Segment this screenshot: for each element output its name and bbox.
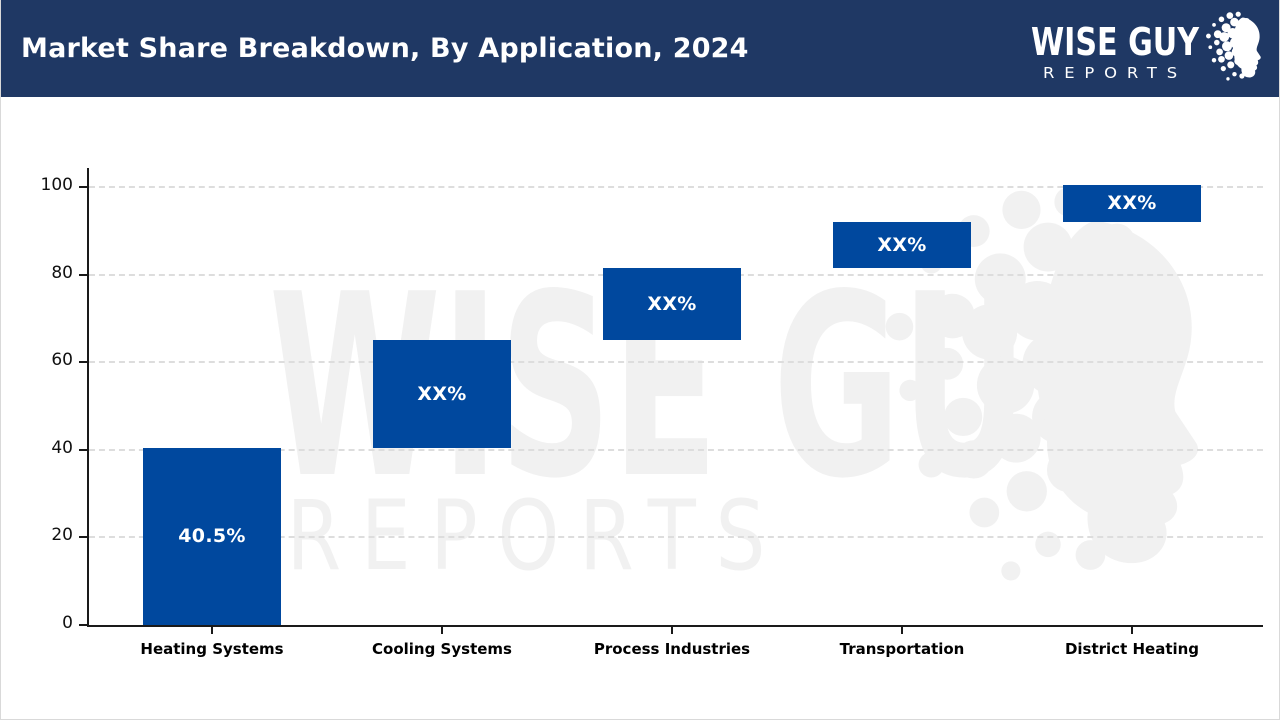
y-tick: [79, 361, 88, 364]
page-title: Market Share Breakdown, By Application, …: [21, 33, 749, 64]
bar-value-label: XX%: [647, 293, 697, 316]
bar-heating-systems: 40.5%: [143, 447, 281, 625]
y-tick: [79, 186, 88, 189]
y-tick: [79, 448, 88, 451]
x-tick: [901, 627, 903, 634]
bar-value-label: 40.5%: [178, 525, 246, 548]
x-tick: [1131, 627, 1133, 634]
plot-area: 0 20 40 60 80 100 40.5% Heating Systems XX% Cooli…: [41, 166, 1263, 658]
x-tick: [211, 627, 213, 634]
bar-value-label: XX%: [417, 382, 467, 405]
bar-process-industries: XX%: [603, 268, 741, 341]
bar-transportation: XX%: [833, 222, 971, 269]
header: Market Share Breakdown, By Application, …: [1, 0, 1279, 97]
y-tick: [79, 536, 88, 539]
y-tick-label: 0: [62, 613, 73, 633]
x-category-label: Process Industries: [593, 640, 751, 658]
bar-cooling-systems: XX%: [373, 340, 511, 448]
y-tick-label: 80: [51, 262, 73, 283]
x-category-label: Cooling Systems: [372, 640, 512, 658]
x-tick: [671, 627, 673, 634]
bar-value-label: XX%: [877, 234, 927, 257]
y-tick-label: 100: [40, 175, 73, 196]
x-category-label: Heating Systems: [140, 640, 284, 658]
y-tick: [79, 273, 88, 276]
gridline: [89, 448, 1263, 451]
y-axis-line: [87, 168, 89, 627]
bar-district-heating: XX%: [1063, 184, 1201, 223]
x-tick: [441, 627, 443, 634]
bar-value-label: XX%: [1107, 192, 1157, 215]
x-category-label: Transportation: [839, 640, 965, 658]
x-category-label: District Heating: [1064, 640, 1200, 658]
y-tick-label: 60: [51, 350, 73, 371]
gridline: [89, 536, 1263, 539]
logo-face-icon: [1206, 11, 1261, 80]
x-axis-line: [87, 625, 1263, 627]
y-tick-label: 40: [51, 437, 73, 458]
y-tick-label: 20: [51, 525, 73, 546]
y-tick: [79, 624, 88, 626]
logo-line2: REPORTS: [1043, 64, 1187, 82]
gridline: [89, 361, 1263, 364]
gridline: [89, 186, 1263, 189]
wiseguy-logo: WISE GUY REPORTS: [1031, 11, 1261, 82]
logo-line1: WISE GUY: [1031, 20, 1199, 64]
